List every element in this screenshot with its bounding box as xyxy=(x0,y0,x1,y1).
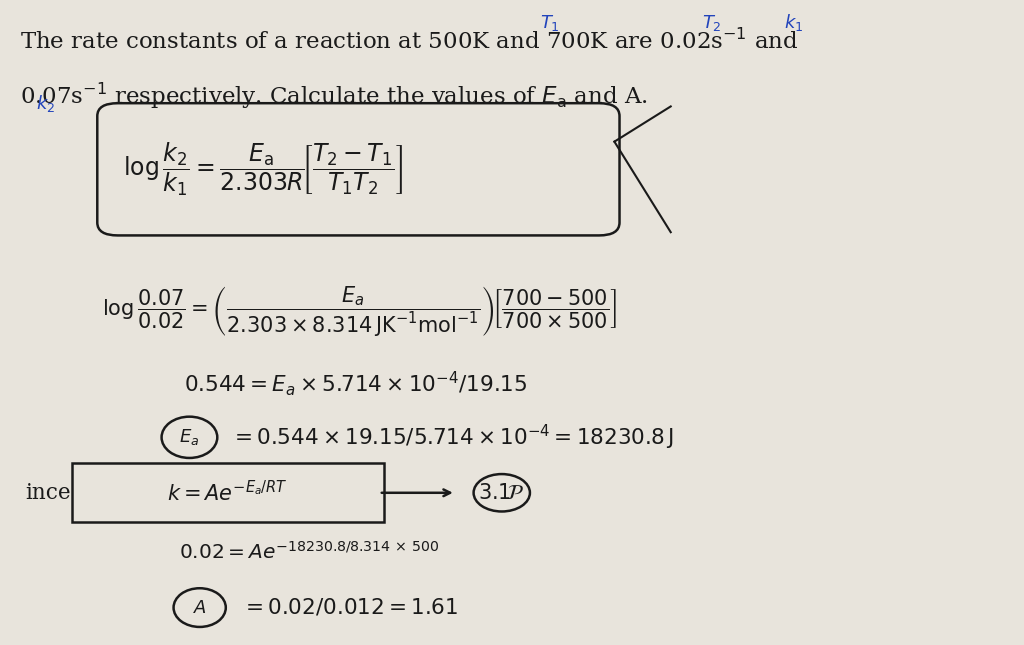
Text: $0.544 = E_a \times 5.714 \times 10^{-4}/19.15$: $0.544 = E_a \times 5.714 \times 10^{-4}… xyxy=(184,370,527,398)
Text: 0.07s$^{-1}$ respectively. Calculate the values of $E_{\mathrm{a}}$ and A.: 0.07s$^{-1}$ respectively. Calculate the… xyxy=(20,81,648,111)
Text: $T_2$: $T_2$ xyxy=(701,12,722,33)
Text: $\log\dfrac{0.07}{0.02} = \left(\dfrac{E_a}{2.303\times 8.314\,\mathrm{JK^{-1}mo: $\log\dfrac{0.07}{0.02} = \left(\dfrac{E… xyxy=(102,284,617,338)
Text: $\log\dfrac{k_2}{k_1} = \dfrac{E_{\mathrm{a}}}{2.303R}\!\left[\dfrac{T_2 - T_1}{: $\log\dfrac{k_2}{k_1} = \dfrac{E_{\mathr… xyxy=(123,140,403,198)
Text: $k_2$: $k_2$ xyxy=(37,93,55,114)
Text: $k = Ae^{-E_a/RT}$: $k = Ae^{-E_a/RT}$ xyxy=(167,480,288,506)
Text: $T_1$: $T_1$ xyxy=(540,12,560,33)
Text: $k_1$: $k_1$ xyxy=(784,12,803,33)
Text: The rate constants of a reaction at 500K and 700K are 0.02s$^{-1}$ and: The rate constants of a reaction at 500K… xyxy=(20,29,799,54)
Text: $A$: $A$ xyxy=(193,599,207,617)
Text: ince: ince xyxy=(26,482,72,504)
Text: $E_a$: $E_a$ xyxy=(179,427,200,448)
Text: $0.02 = Ae^{-18230.8/8.314\,\times\,500}$: $0.02 = Ae^{-18230.8/8.314\,\times\,500}… xyxy=(179,541,439,562)
Text: $= 0.02/0.012 = 1.61$: $= 0.02/0.012 = 1.61$ xyxy=(241,597,458,619)
Text: $3.1\!\mathcal{P}$: $3.1\!\mathcal{P}$ xyxy=(478,482,525,503)
Text: $= 0.544 \times 19.15/5.714 \times 10^{-4} = 18230.8\,\mathrm{J}$: $= 0.544 \times 19.15/5.714 \times 10^{-… xyxy=(230,422,675,452)
